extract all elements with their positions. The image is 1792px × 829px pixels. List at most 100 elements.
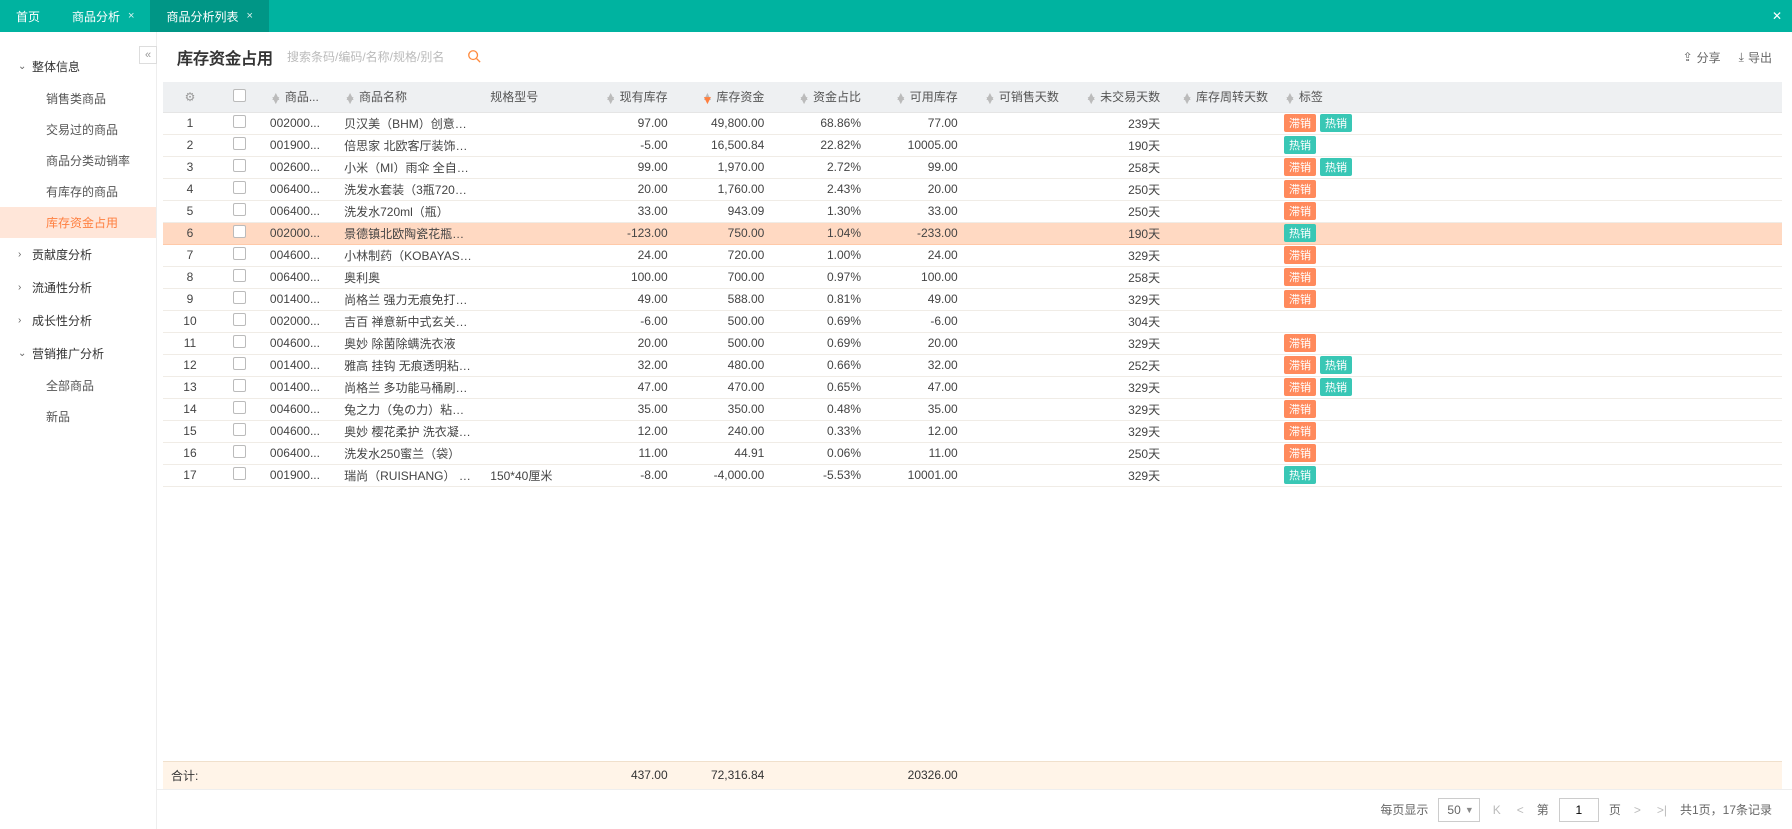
column-header-gear: ⚙ [163, 82, 217, 112]
table-row[interactable]: 10002000...吉百 禅意新中式玄关摆件客-6.00500.000.69%… [163, 310, 1782, 332]
table-row[interactable]: 14004600...兔之力（兔の力）粘毛器粘35.00350.000.48%3… [163, 398, 1782, 420]
share-icon: ⇪ [1683, 50, 1693, 64]
next-page-button[interactable]: > [1631, 803, 1644, 817]
column-header-code[interactable]: ▲▼商品... [262, 82, 336, 112]
perpage-select[interactable]: 50▼ [1438, 798, 1479, 822]
search-input[interactable] [287, 50, 457, 64]
share-button[interactable]: ⇪分享 [1683, 49, 1721, 66]
row-checkbox[interactable] [233, 247, 246, 260]
tag-badge: 滞销 [1284, 444, 1316, 462]
table-row[interactable]: 4006400...洗发水套装（3瓶720ml+1瓶20.001,760.002… [163, 178, 1782, 200]
tag-badge: 滞销 [1284, 400, 1316, 418]
tag-badge: 滞销 [1284, 422, 1316, 440]
row-checkbox[interactable] [233, 423, 246, 436]
sort-icon: ▲▼ [984, 94, 996, 102]
table-row[interactable]: 6002000...景德镇北欧陶瓷花瓶摆件 供-123.00750.001.04… [163, 222, 1782, 244]
tag-badge: 滞销 [1284, 180, 1316, 198]
gear-icon[interactable]: ⚙ [185, 90, 196, 104]
table-row[interactable]: 3002600...小米（MI）雨伞 全自动折叠99.001,970.002.7… [163, 156, 1782, 178]
column-header-chk [217, 82, 262, 112]
checkbox-all[interactable] [233, 89, 246, 102]
row-checkbox[interactable] [233, 467, 246, 480]
tag-badge: 热销 [1284, 466, 1316, 484]
close-icon[interactable]: ✕ [1772, 0, 1782, 32]
prev-page-button[interactable]: < [1514, 803, 1527, 817]
tag-badge: 滞销 [1284, 158, 1316, 176]
table-row[interactable]: 5006400...洗发水720ml（瓶）33.00943.091.30%33.… [163, 200, 1782, 222]
tree-item[interactable]: 全部商品 [0, 370, 156, 401]
tree-item[interactable]: 商品分类动销率 [0, 145, 156, 176]
tree-item[interactable]: 有库存的商品 [0, 176, 156, 207]
tree-group[interactable]: ⌄整体信息 [0, 50, 156, 83]
table-row[interactable]: 13001400...尚格兰 多功能马桶刷套装 带47.00470.000.65… [163, 376, 1782, 398]
tag-badge: 热销 [1320, 356, 1352, 374]
column-header-notrade[interactable]: ▲▼未交易天数 [1067, 82, 1168, 112]
tag-badge: 滞销 [1284, 202, 1316, 220]
pagination: 每页显示 50▼ K < 第 页 > >| 共1页，17条记录 [157, 789, 1792, 829]
column-header-pct[interactable]: ▲▼资金占比 [772, 82, 869, 112]
tree-group[interactable]: ⌄营销推广分析 [0, 337, 156, 370]
row-checkbox[interactable] [233, 291, 246, 304]
search-icon[interactable] [467, 49, 481, 66]
row-checkbox[interactable] [233, 335, 246, 348]
tag-badge: 热销 [1320, 378, 1352, 396]
collapse-sidebar-button[interactable]: « [139, 46, 157, 64]
row-checkbox[interactable] [233, 115, 246, 128]
tab-首页[interactable]: 首页 [0, 0, 56, 32]
row-checkbox[interactable] [233, 159, 246, 172]
row-checkbox[interactable] [233, 357, 246, 370]
tree-item[interactable]: 销售类商品 [0, 83, 156, 114]
tree-group[interactable]: ›贡献度分析 [0, 238, 156, 271]
tree-item[interactable]: 新品 [0, 401, 156, 432]
row-checkbox[interactable] [233, 379, 246, 392]
table-row[interactable]: 16006400...洗发水250蜜兰（袋）11.0044.910.06%11.… [163, 442, 1782, 464]
tag-badge: 滞销 [1284, 378, 1316, 396]
row-checkbox[interactable] [233, 445, 246, 458]
chevron-down-icon: ⌄ [18, 61, 28, 72]
column-header-avail[interactable]: ▲▼可用库存 [869, 82, 966, 112]
table-row[interactable]: 1002000...贝汉美（BHM）创意北欧风97.0049,800.0068.… [163, 112, 1782, 134]
tag-badge: 滞销 [1284, 268, 1316, 286]
table-row[interactable]: 17001900...瑞尚（RUISHANG） 卧室沙150*40厘米-8.00… [163, 464, 1782, 486]
chevron-down-icon: ▼ [1465, 805, 1474, 815]
row-checkbox[interactable] [233, 203, 246, 216]
table-row[interactable]: 2001900...倍思家 北欧客厅装饰画卧室-5.0016,500.8422.… [163, 134, 1782, 156]
row-checkbox[interactable] [233, 269, 246, 282]
tree-item[interactable]: 交易过的商品 [0, 114, 156, 145]
sort-icon: ▲▼ [798, 94, 810, 102]
row-checkbox[interactable] [233, 401, 246, 414]
tag-badge: 热销 [1284, 224, 1316, 242]
column-header-tags[interactable]: ▲▼标签 [1276, 82, 1782, 112]
tree-item[interactable]: 库存资金占用 [0, 207, 156, 238]
page-title: 库存资金占用 [177, 45, 273, 69]
column-header-fund[interactable]: ▲▼库存资金 [676, 82, 773, 112]
sort-icon: ▲▼ [344, 94, 356, 102]
first-page-button[interactable]: K [1490, 803, 1504, 817]
chevron-right-icon: › [18, 282, 28, 293]
column-header-stock[interactable]: ▲▼现有库存 [579, 82, 676, 112]
row-checkbox[interactable] [233, 225, 246, 238]
close-tab-icon[interactable]: × [246, 10, 252, 22]
table-row[interactable]: 11004600...奥妙 除菌除螨洗衣液20.00500.000.69%20.… [163, 332, 1782, 354]
column-header-name[interactable]: ▲▼商品名称 [336, 82, 482, 112]
page-input[interactable] [1559, 798, 1599, 822]
column-header-saledays[interactable]: ▲▼可销售天数 [966, 82, 1067, 112]
table-row[interactable]: 15004600...奥妙 樱花柔护 洗衣凝珠 10颗12.00240.000.… [163, 420, 1782, 442]
export-button[interactable]: ⤓导出 [1739, 49, 1772, 66]
tree-group[interactable]: ›流通性分析 [0, 271, 156, 304]
tree-group[interactable]: ›成长性分析 [0, 304, 156, 337]
close-tab-icon[interactable]: × [128, 10, 134, 22]
row-checkbox[interactable] [233, 137, 246, 150]
tab-商品分析[interactable]: 商品分析× [56, 0, 150, 32]
table-row[interactable]: 8006400...奥利奥100.00700.000.97%100.00258天… [163, 266, 1782, 288]
table-row[interactable]: 12001400...雅高 挂钩 无痕透明粘钩 强力32.00480.000.6… [163, 354, 1782, 376]
table-row[interactable]: 9001400...尚格兰 强力无痕免打孔浴室49.00588.000.81%4… [163, 288, 1782, 310]
column-header-turndays[interactable]: ▲▼库存周转天数 [1168, 82, 1276, 112]
perpage-label: 每页显示 [1380, 801, 1428, 818]
tab-商品分析列表[interactable]: 商品分析列表× [150, 0, 268, 32]
last-page-button[interactable]: >| [1654, 803, 1670, 817]
table-row[interactable]: 7004600...小林制药（KOBAYASHI）日24.00720.001.0… [163, 244, 1782, 266]
row-checkbox[interactable] [233, 313, 246, 326]
tag-badge: 滞销 [1284, 246, 1316, 264]
row-checkbox[interactable] [233, 181, 246, 194]
